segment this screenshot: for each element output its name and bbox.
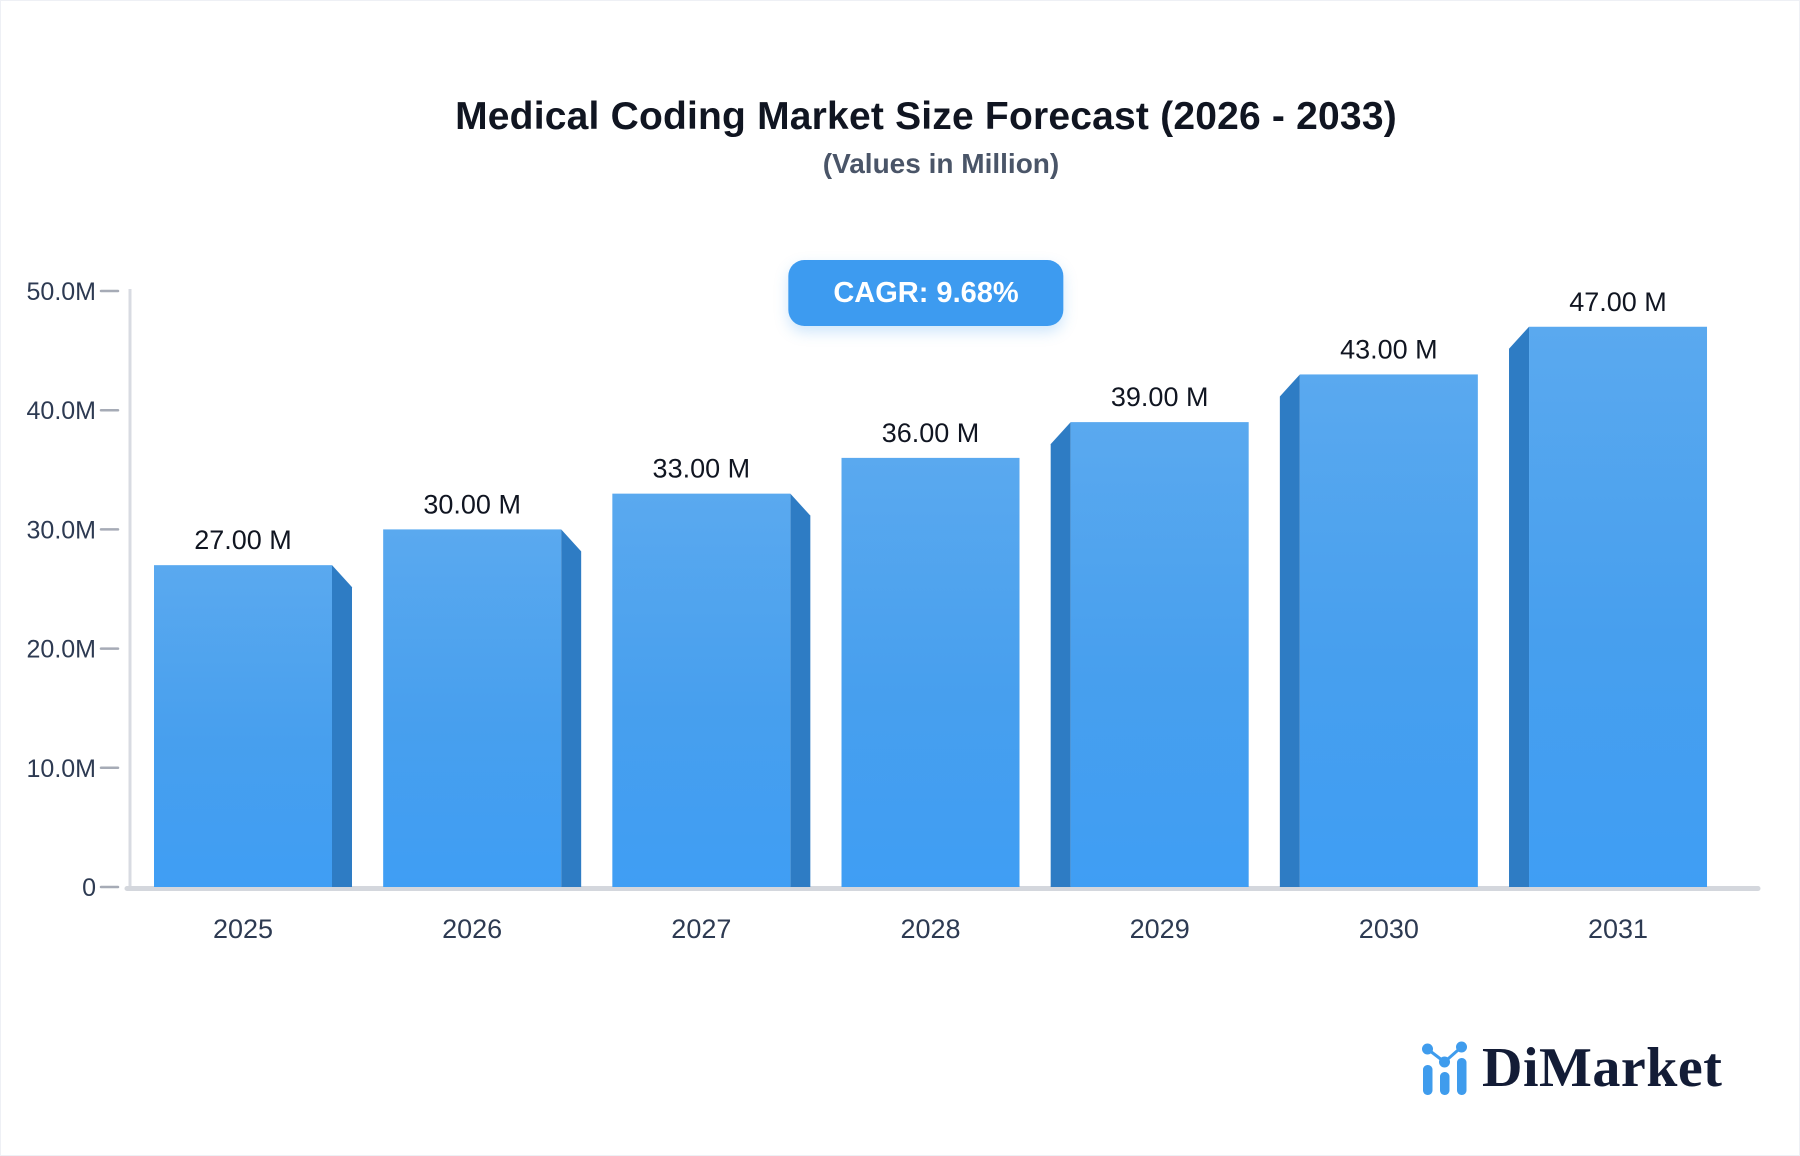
bar-side [1509, 326, 1530, 887]
bar-value-label: 47.00 M [1569, 287, 1667, 317]
bar-face [1070, 422, 1249, 887]
bar-2031: 47.00 M [1509, 287, 1708, 887]
x-axis-label: 2027 [671, 914, 731, 944]
x-axis-label: 2029 [1130, 914, 1190, 944]
bar-face [1529, 326, 1708, 887]
x-axis-label: 2026 [442, 914, 502, 944]
bar-face [1299, 374, 1478, 887]
bar-side [332, 565, 352, 887]
bar-2030: 43.00 M [1279, 334, 1478, 887]
y-tick-label: 20.0M [27, 636, 96, 664]
x-axis-label: 2028 [900, 914, 960, 944]
chart-subtitle: (Values in Million) [822, 148, 1060, 179]
brand-name: DiMarket [1482, 1037, 1723, 1099]
bar-value-label: 36.00 M [882, 418, 980, 448]
bar-side [1279, 374, 1300, 887]
bar-2029: 39.00 M [1050, 382, 1249, 887]
bar-face [154, 565, 332, 887]
x-axis-label: 2030 [1359, 914, 1419, 944]
bar-2025: 27.00 M [154, 525, 352, 887]
chart-title: Medical Coding Market Size Forecast (202… [455, 95, 1397, 138]
bar-side [1050, 422, 1071, 887]
bar-face [841, 457, 1020, 887]
x-axis-label: 2025 [213, 914, 273, 944]
y-tick-label: 40.0M [27, 397, 96, 425]
bar-value-label: 39.00 M [1111, 382, 1209, 412]
bar-2028: 36.00 M [841, 418, 1020, 887]
bar-value-label: 27.00 M [194, 525, 292, 555]
bar-value-label: 33.00 M [653, 454, 751, 484]
bar-line-chart-icon [1422, 1041, 1467, 1095]
y-tick-label: 0 [82, 874, 96, 902]
bar-2026: 30.00 M [383, 489, 582, 887]
y-tick-label: 30.0M [27, 516, 96, 544]
bar-side [561, 529, 582, 887]
bar-side [790, 493, 811, 887]
y-tick-label: 10.0M [27, 755, 96, 783]
bar-2027: 33.00 M [612, 454, 811, 887]
bar-value-label: 43.00 M [1340, 334, 1438, 364]
bar-face [612, 493, 791, 887]
y-tick-label: 50.0M [27, 278, 96, 306]
bar-face [383, 529, 562, 887]
bar-value-label: 30.00 M [423, 489, 521, 519]
brand-logo: DiMarket [1420, 1037, 1723, 1099]
x-axis-label: 2031 [1588, 914, 1648, 944]
cagr-badge: CAGR: 9.68% [788, 260, 1064, 326]
